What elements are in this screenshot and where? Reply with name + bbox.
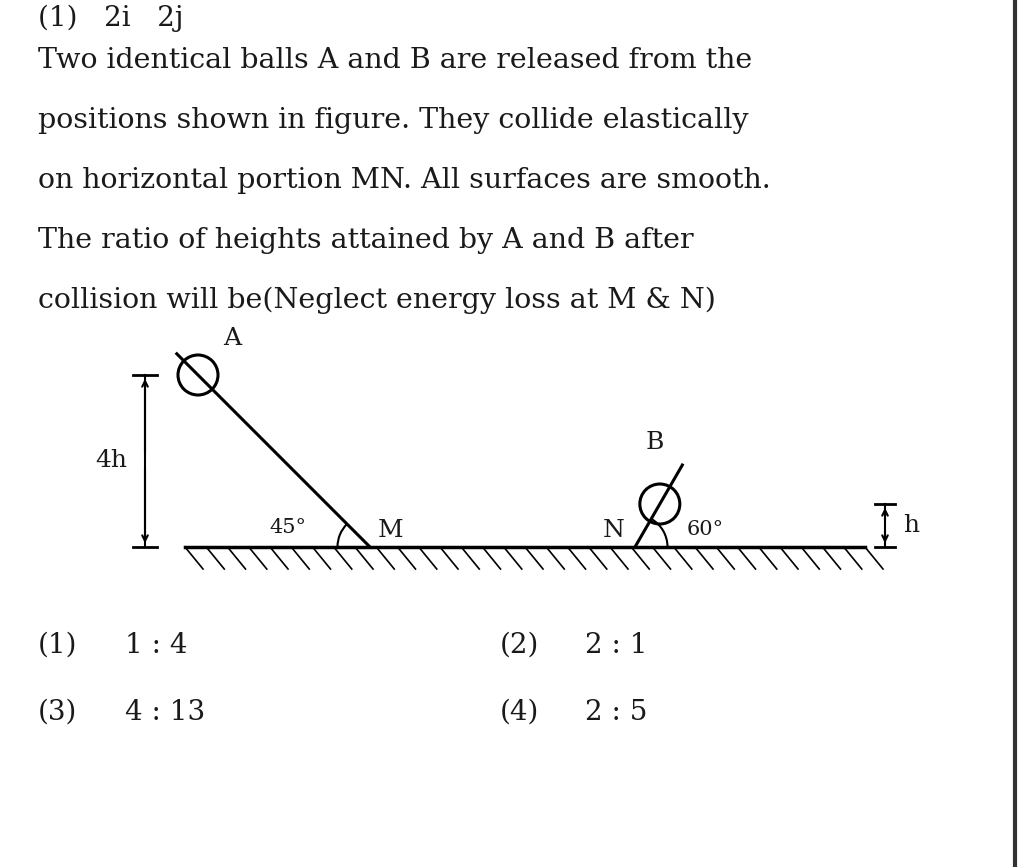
Text: M: M bbox=[378, 519, 403, 542]
Text: 45°: 45° bbox=[269, 518, 306, 537]
Text: 60°: 60° bbox=[687, 520, 724, 539]
Text: collision will be(Neglect energy loss at M & N): collision will be(Neglect energy loss at… bbox=[38, 287, 716, 315]
Text: (4): (4) bbox=[500, 699, 540, 726]
Text: 2 : 5: 2 : 5 bbox=[585, 699, 647, 726]
Text: 4h: 4h bbox=[95, 449, 127, 473]
Text: The ratio of heights attained by A and B after: The ratio of heights attained by A and B… bbox=[38, 227, 693, 254]
Text: on horizontal portion MN. All surfaces are smooth.: on horizontal portion MN. All surfaces a… bbox=[38, 167, 771, 194]
Text: B: B bbox=[646, 431, 664, 454]
Text: 1 : 4: 1 : 4 bbox=[125, 632, 187, 659]
Text: (2): (2) bbox=[500, 632, 540, 659]
Text: h: h bbox=[903, 514, 920, 537]
Text: 4 : 13: 4 : 13 bbox=[125, 699, 205, 726]
Text: 2 : 1: 2 : 1 bbox=[585, 632, 647, 659]
Text: (1): (1) bbox=[38, 632, 78, 659]
Text: N: N bbox=[603, 519, 625, 542]
Text: A: A bbox=[223, 327, 241, 350]
Text: (3): (3) bbox=[38, 699, 78, 726]
Text: positions shown in figure. They collide elastically: positions shown in figure. They collide … bbox=[38, 107, 749, 134]
Text: Two identical balls A and B are released from the: Two identical balls A and B are released… bbox=[38, 47, 753, 74]
Text: (1)   2i   2j: (1) 2i 2j bbox=[38, 5, 183, 32]
